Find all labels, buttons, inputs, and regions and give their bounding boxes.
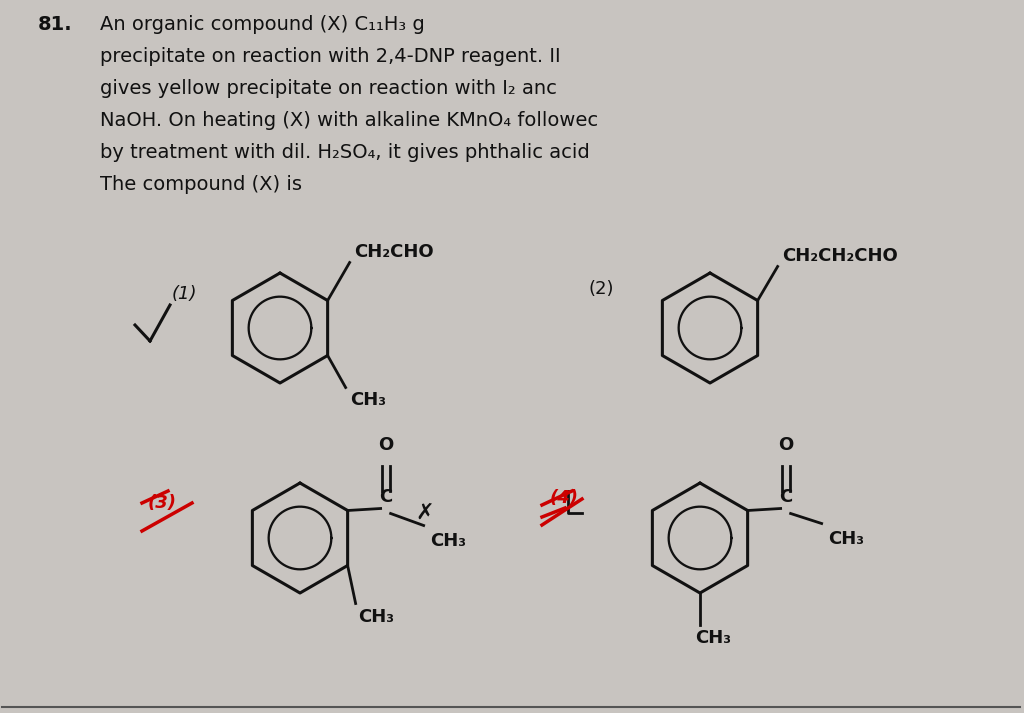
Text: NaOH. On heating (X) with alkaline KMnO₄ followec: NaOH. On heating (X) with alkaline KMnO₄… [100,111,598,130]
Text: O: O [378,436,393,453]
Text: C: C [379,488,392,506]
Text: (3): (3) [148,494,177,512]
Text: CH₃: CH₃ [430,533,466,550]
Text: CH₃: CH₃ [827,530,863,548]
Text: 81.: 81. [38,15,73,34]
Text: C: C [779,488,793,506]
Text: CH₂CH₂CHO: CH₂CH₂CHO [781,247,897,265]
Text: CH₃: CH₃ [349,391,386,409]
Text: ✗: ✗ [415,503,433,523]
Text: CH₂CHO: CH₂CHO [353,242,433,260]
Text: by treatment with dil. H₂SO₄, it gives phthalic acid: by treatment with dil. H₂SO₄, it gives p… [100,143,590,162]
Text: (1): (1) [172,285,198,303]
Text: O: O [778,436,794,453]
Text: CH₃: CH₃ [357,607,393,625]
Text: An organic compound (X) C₁₁H₃ g: An organic compound (X) C₁₁H₃ g [100,15,425,34]
Text: CH₃: CH₃ [695,629,731,647]
Text: The compound (X) is: The compound (X) is [100,175,302,194]
Text: gives yellow precipitate on reaction with I₂ anc: gives yellow precipitate on reaction wit… [100,79,557,98]
Text: (4): (4) [550,489,579,507]
Text: precipitate on reaction with 2,4-DNP reagent. II: precipitate on reaction with 2,4-DNP rea… [100,47,560,66]
Text: (2): (2) [588,280,613,298]
